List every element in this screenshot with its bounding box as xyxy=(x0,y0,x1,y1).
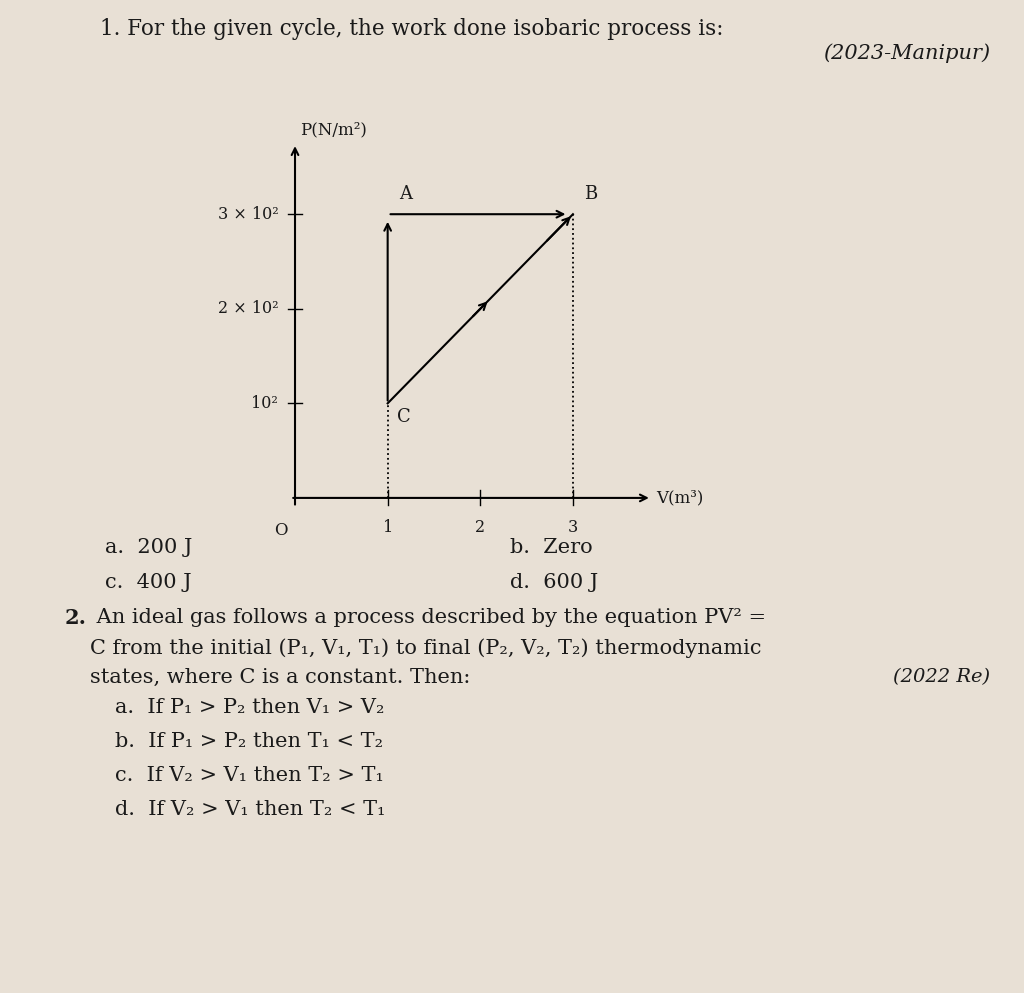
Text: states, where C is a constant. Then:: states, where C is a constant. Then: xyxy=(90,668,470,687)
Text: c.  If V₂ > V₁ then T₂ > T₁: c. If V₂ > V₁ then T₂ > T₁ xyxy=(115,766,384,785)
Text: b.  Zero: b. Zero xyxy=(510,538,593,557)
Text: O: O xyxy=(274,521,288,538)
Text: C from the initial (P₁, V₁, T₁) to final (P₂, V₂, T₂) thermodynamic: C from the initial (P₁, V₁, T₁) to final… xyxy=(90,638,762,657)
Text: (2022 Re): (2022 Re) xyxy=(893,668,990,686)
Text: B: B xyxy=(584,185,597,203)
Text: b.  If P₁ > P₂ then T₁ < T₂: b. If P₁ > P₂ then T₁ < T₂ xyxy=(115,732,383,751)
Text: a.  200 J: a. 200 J xyxy=(105,538,193,557)
Text: V(m³): V(m³) xyxy=(656,490,703,506)
Text: C: C xyxy=(397,408,411,426)
Text: 3 × 10²: 3 × 10² xyxy=(217,206,279,222)
Text: 1: 1 xyxy=(383,518,393,536)
Text: a.  If P₁ > P₂ then V₁ > V₂: a. If P₁ > P₂ then V₁ > V₂ xyxy=(115,698,384,717)
Text: (2023-Manipur): (2023-Manipur) xyxy=(823,43,990,63)
Text: d.  600 J: d. 600 J xyxy=(510,573,598,592)
Text: A: A xyxy=(398,185,412,203)
Text: d.  If V₂ > V₁ then T₂ < T₁: d. If V₂ > V₁ then T₂ < T₁ xyxy=(115,800,385,819)
Text: 10²: 10² xyxy=(252,395,279,412)
Text: 1. For the given cycle, the work done isobaric process is:: 1. For the given cycle, the work done is… xyxy=(100,18,724,40)
Text: P(N/m²): P(N/m²) xyxy=(300,121,367,139)
Text: 2.: 2. xyxy=(65,608,87,628)
Text: c.  400 J: c. 400 J xyxy=(105,573,191,592)
Text: 3: 3 xyxy=(568,518,579,536)
Text: 2 × 10²: 2 × 10² xyxy=(218,300,279,318)
Text: 2: 2 xyxy=(475,518,485,536)
Text: An ideal gas follows a process described by the equation PV² =: An ideal gas follows a process described… xyxy=(90,608,766,627)
